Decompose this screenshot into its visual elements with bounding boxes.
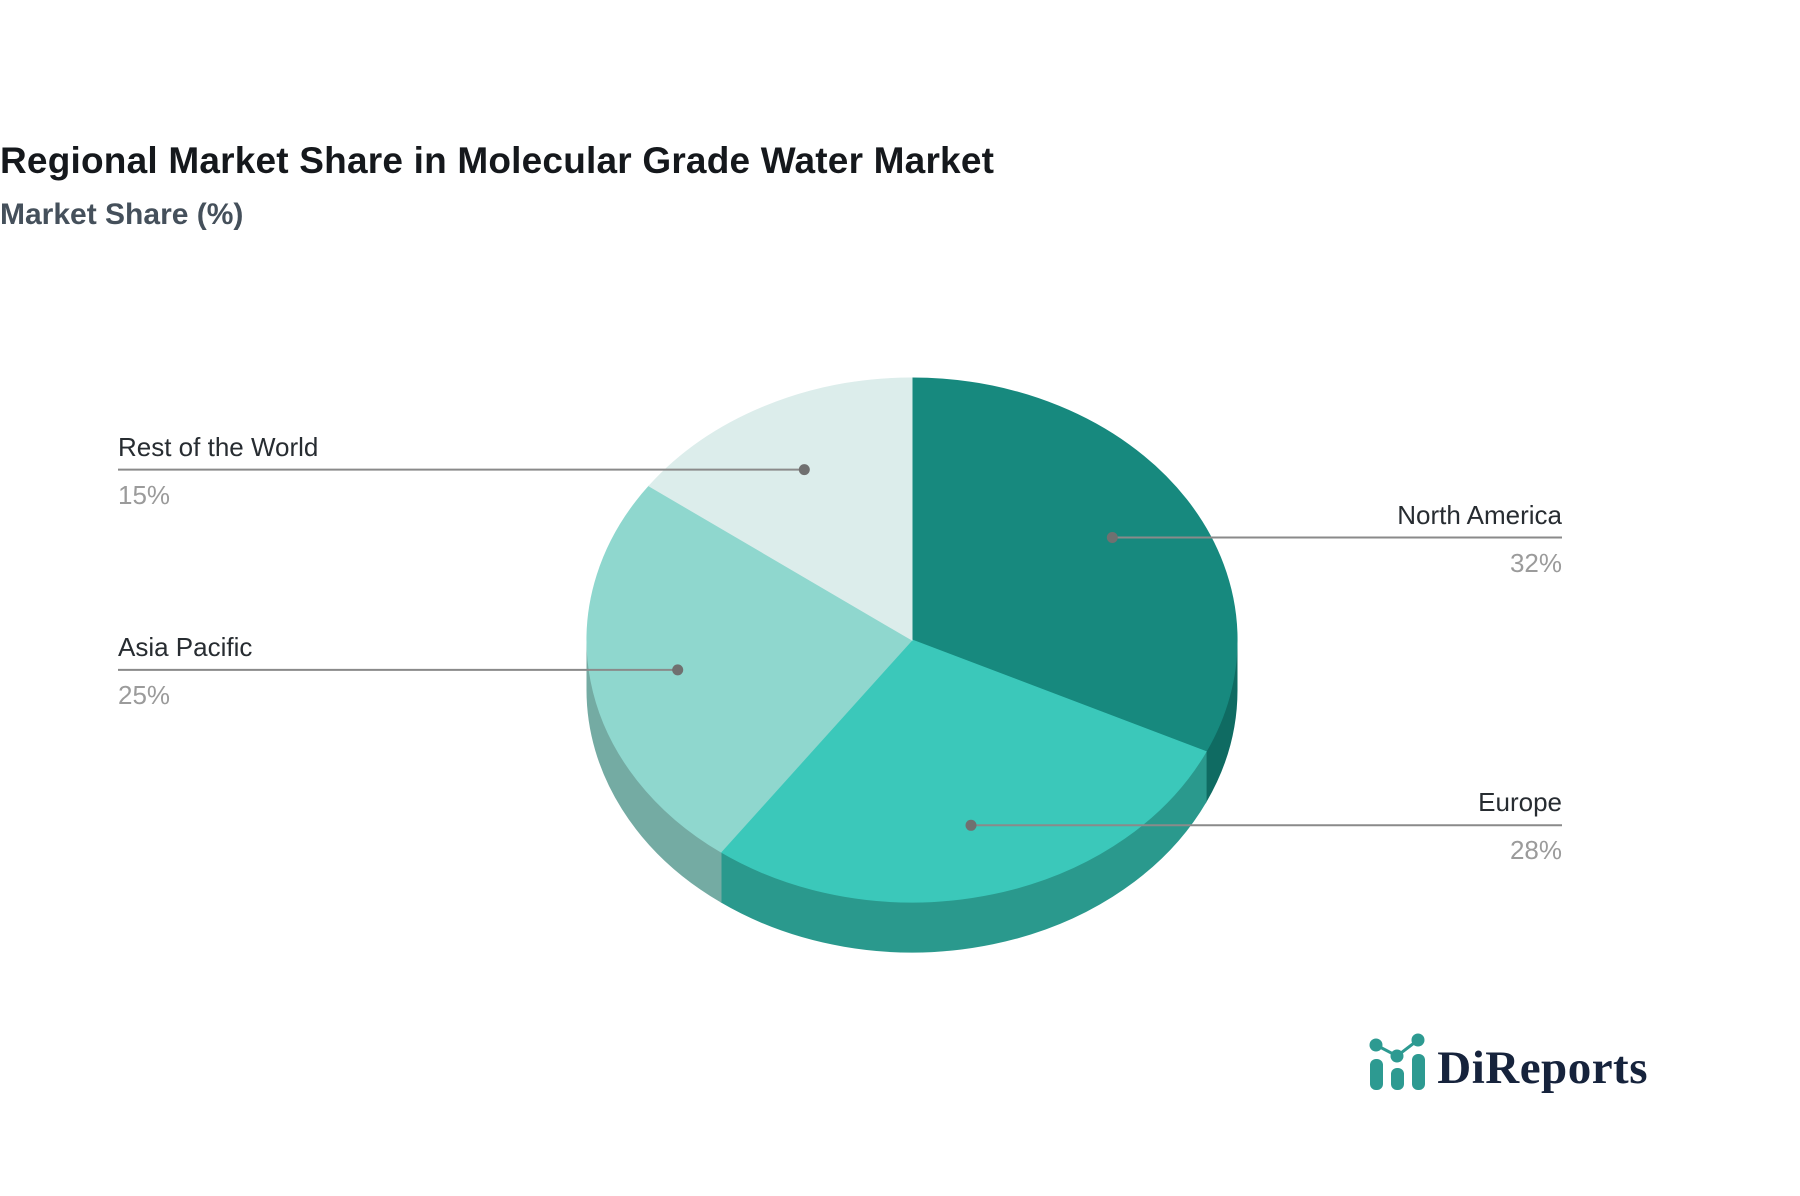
slice-label: Europe [1478,787,1562,817]
chart-subtitle: Market Share (%) [0,198,244,231]
slice-value: 32% [1509,548,1562,578]
slice-value: 25% [118,680,171,710]
leader-dot [965,819,977,831]
slice-value: 28% [1509,835,1562,865]
pie-slice [586,485,913,853]
pie-slice [720,639,1207,903]
slice-label: Asia Pacific [118,632,253,662]
pie-slice [648,377,913,641]
slice-label: North America [1397,500,1562,530]
direports-logo: DiReports [1366,1032,1648,1092]
leader-dot [672,664,684,676]
pie-slice [911,377,1238,753]
bar-line-chart-icon [1369,1033,1426,1090]
leader-dot [798,464,810,476]
leader-dot [1106,532,1118,543]
logo-text: DiReports [1437,1042,1648,1094]
chart-title: Regional Market Share in Molecular Grade… [0,140,995,181]
slice-value: 15% [118,480,171,510]
slice-label: Rest of the World [118,432,319,462]
